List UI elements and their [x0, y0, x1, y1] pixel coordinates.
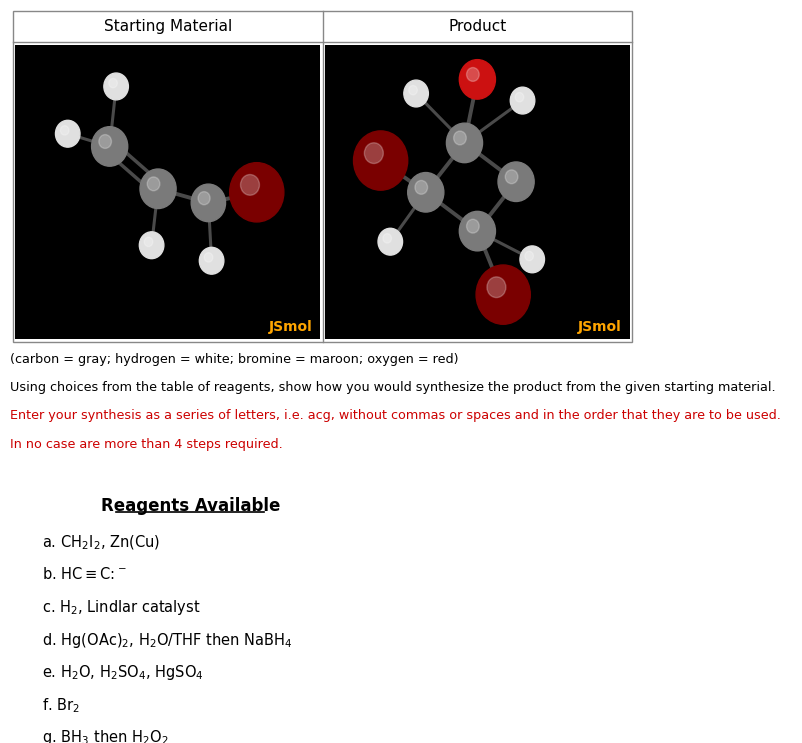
Text: JSmol: JSmol	[577, 319, 621, 334]
Circle shape	[415, 181, 427, 194]
Bar	[325, 45, 629, 340]
Circle shape	[229, 163, 283, 222]
Text: Using choices from the table of reagents, show how you would synthesize the prod: Using choices from the table of reagents…	[10, 381, 775, 394]
Circle shape	[198, 192, 210, 205]
Circle shape	[191, 184, 225, 221]
Text: Starting Material: Starting Material	[103, 19, 232, 34]
Circle shape	[99, 134, 111, 149]
Text: Reagents Available: Reagents Available	[100, 497, 280, 515]
Text: (carbon = gray; hydrogen = white; bromine = maroon; oxygen = red): (carbon = gray; hydrogen = white; bromin…	[10, 353, 458, 366]
Circle shape	[504, 170, 517, 184]
Text: In no case are more than 4 steps required.: In no case are more than 4 steps require…	[10, 438, 282, 450]
Text: c. H$_2$, Lindlar catalyst: c. H$_2$, Lindlar catalyst	[42, 598, 201, 617]
Text: b. HC$\equiv$C:$^-$: b. HC$\equiv$C:$^-$	[42, 566, 126, 582]
Circle shape	[466, 219, 479, 233]
Text: d. Hg(OAc)$_2$, H$_2$O/THF then NaBH$_4$: d. Hg(OAc)$_2$, H$_2$O/THF then NaBH$_4$	[42, 631, 292, 650]
Text: Enter your synthesis as a series of letters, i.e. acg, without commas or spaces : Enter your synthesis as a series of lett…	[10, 409, 780, 422]
Circle shape	[140, 169, 176, 209]
Circle shape	[144, 237, 152, 247]
Circle shape	[147, 177, 160, 191]
Circle shape	[204, 253, 213, 262]
Circle shape	[407, 172, 444, 212]
Circle shape	[497, 162, 533, 201]
Circle shape	[515, 93, 523, 102]
Text: Product: Product	[448, 19, 506, 34]
Circle shape	[486, 277, 505, 298]
Circle shape	[403, 80, 427, 107]
Circle shape	[476, 265, 529, 324]
Text: f. Br$_2$: f. Br$_2$	[42, 695, 80, 715]
Circle shape	[91, 126, 128, 166]
Circle shape	[199, 247, 224, 274]
Circle shape	[453, 131, 466, 145]
Circle shape	[60, 126, 69, 135]
Circle shape	[525, 251, 533, 261]
Bar	[13, 10, 631, 343]
Text: g. BH$_3$ then H$_2$O$_2$: g. BH$_3$ then H$_2$O$_2$	[42, 728, 168, 743]
Circle shape	[466, 68, 479, 82]
Text: JSmol: JSmol	[268, 319, 312, 334]
Circle shape	[103, 73, 128, 100]
Circle shape	[408, 85, 417, 95]
Circle shape	[140, 232, 164, 259]
Circle shape	[459, 59, 495, 99]
Bar	[15, 45, 319, 340]
Circle shape	[55, 120, 80, 147]
Text: e. H$_2$O, H$_2$SO$_4$, HgSO$_4$: e. H$_2$O, H$_2$SO$_4$, HgSO$_4$	[42, 663, 204, 682]
Text: a. CH$_2$I$_2$, Zn(Cu): a. CH$_2$I$_2$, Zn(Cu)	[42, 533, 160, 552]
Circle shape	[353, 131, 407, 190]
Circle shape	[364, 143, 383, 163]
Circle shape	[383, 233, 391, 243]
Circle shape	[520, 246, 544, 273]
Circle shape	[509, 87, 534, 114]
Circle shape	[241, 175, 259, 195]
Circle shape	[378, 228, 402, 255]
Circle shape	[108, 79, 117, 88]
Circle shape	[459, 211, 495, 251]
Circle shape	[446, 123, 482, 163]
